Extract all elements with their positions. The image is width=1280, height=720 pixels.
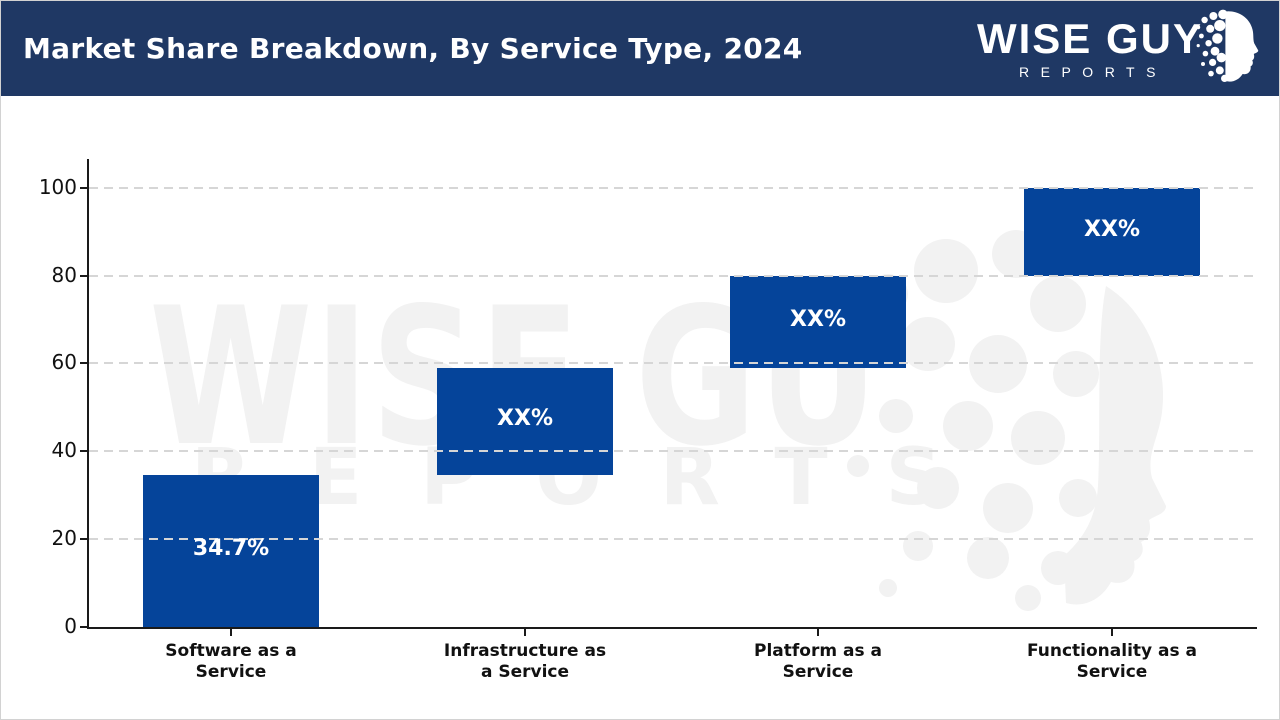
y-gridline xyxy=(89,362,1257,365)
y-tick-mark xyxy=(80,538,89,541)
category-label-infrastructure-as-a-service: Infrastructure as a Service xyxy=(443,641,607,682)
y-tick-label: 0 xyxy=(64,614,77,638)
bar-value-label: 34.7% xyxy=(192,535,270,561)
y-gridline xyxy=(89,450,1257,453)
bar-value-label: XX% xyxy=(497,406,553,432)
bar-value-label: XX% xyxy=(790,306,846,332)
x-axis xyxy=(87,627,1257,629)
y-gridline xyxy=(89,186,1257,189)
y-gridline xyxy=(89,538,1257,541)
page-title: Market Share Breakdown, By Service Type,… xyxy=(23,32,803,65)
y-tick-mark xyxy=(80,362,89,365)
x-tick-mark xyxy=(524,629,526,636)
x-tick-mark xyxy=(230,629,232,636)
bar-infrastructure-as-a-service xyxy=(437,367,613,475)
category-label-functionality-as-a-service: Functionality as a Service xyxy=(1026,641,1198,682)
y-tick-mark xyxy=(80,186,89,189)
y-gridline xyxy=(89,274,1257,277)
y-tick-mark xyxy=(80,450,89,453)
y-tick-mark xyxy=(80,274,89,277)
dotted-head-icon xyxy=(1196,9,1259,82)
x-tick-mark xyxy=(817,629,819,636)
y-tick-label: 40 xyxy=(51,438,77,463)
y-tick-label: 80 xyxy=(51,262,77,287)
logo-text: WISE GUY REPORTS xyxy=(976,14,1203,80)
bar-value-label: XX% xyxy=(1084,216,1140,242)
y-tick-label: 20 xyxy=(51,526,77,551)
x-tick-mark xyxy=(1111,629,1113,636)
y-tick-label: 100 xyxy=(38,174,77,199)
y-tick-mark xyxy=(80,626,89,628)
bar-software-as-a-service xyxy=(143,474,319,627)
logo-wordmark: WISE GUY xyxy=(976,14,1203,62)
brand-logo: WISE GUY REPORTS xyxy=(977,8,1263,90)
header: Market Share Breakdown, By Service Type,… xyxy=(1,1,1279,96)
category-label-platform-as-a-service: Platform as a Service xyxy=(754,641,882,682)
bar-functionality-as-a-service xyxy=(1024,187,1200,276)
category-label-software-as-a-service: Software as a Service xyxy=(165,641,297,682)
y-axis xyxy=(87,159,89,629)
logo-subtext: REPORTS xyxy=(1019,63,1167,80)
y-tick-label: 60 xyxy=(51,350,77,375)
